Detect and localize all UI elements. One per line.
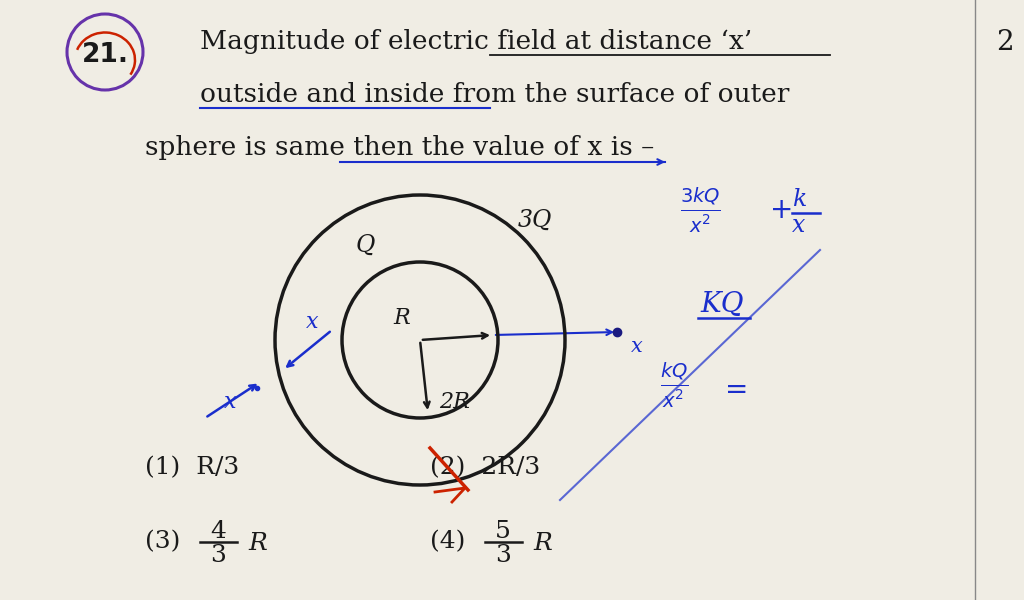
Text: (3): (3) xyxy=(145,530,180,553)
Text: x: x xyxy=(631,337,643,356)
Text: 5: 5 xyxy=(495,520,511,544)
Text: +: + xyxy=(770,196,794,224)
Text: R: R xyxy=(534,532,552,554)
Text: 2R: 2R xyxy=(439,391,470,413)
Text: R: R xyxy=(393,307,411,329)
Text: KQ: KQ xyxy=(700,292,743,319)
Text: outside and inside from the surface of outer: outside and inside from the surface of o… xyxy=(200,82,790,107)
Text: x: x xyxy=(306,311,318,333)
Text: x: x xyxy=(792,214,805,236)
Text: k: k xyxy=(792,188,806,211)
Text: x: x xyxy=(224,391,237,413)
Text: Q: Q xyxy=(355,233,375,257)
Text: Magnitude of electric field at distance ‘x’: Magnitude of electric field at distance … xyxy=(200,29,753,55)
Text: 3: 3 xyxy=(210,544,226,566)
Text: 2: 2 xyxy=(996,28,1014,55)
Text: R: R xyxy=(248,532,267,554)
Text: sphere is same then the value of x is –: sphere is same then the value of x is – xyxy=(145,136,654,160)
Text: $\frac{kQ}{x^2}$: $\frac{kQ}{x^2}$ xyxy=(660,361,688,410)
Text: $\frac{3kQ}{x^2}$: $\frac{3kQ}{x^2}$ xyxy=(680,185,721,235)
Text: =: = xyxy=(725,376,749,404)
Text: 21.: 21. xyxy=(82,42,128,68)
Text: 3Q: 3Q xyxy=(518,208,552,232)
Text: 4: 4 xyxy=(210,520,226,544)
Text: 3: 3 xyxy=(495,544,511,566)
Text: (2)  2R/3: (2) 2R/3 xyxy=(430,457,541,479)
Text: (4): (4) xyxy=(430,530,465,553)
Text: (1)  R/3: (1) R/3 xyxy=(145,457,240,479)
